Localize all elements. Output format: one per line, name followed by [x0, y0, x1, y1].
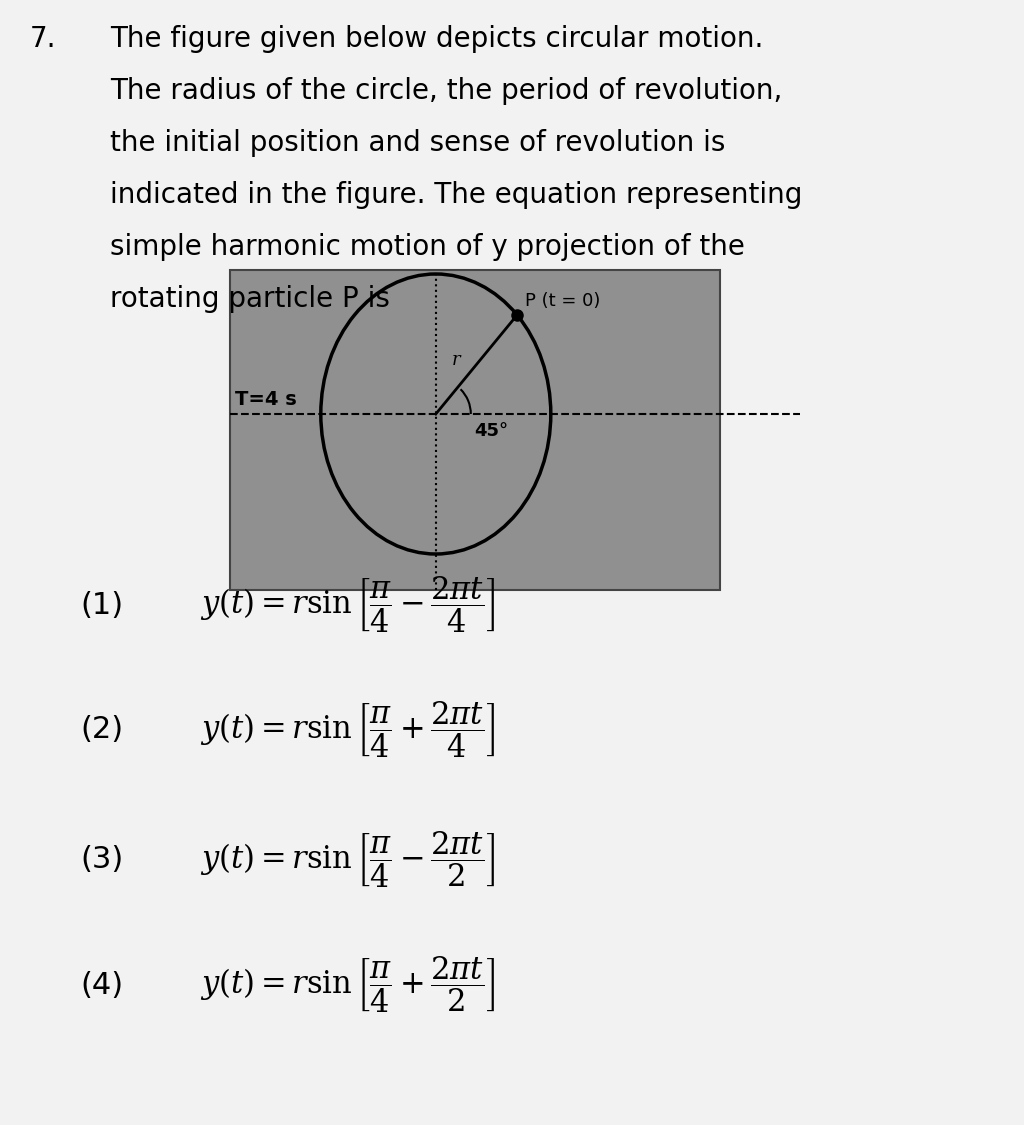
- Text: $y(t) = r\sin\left[\dfrac{\pi}{4}-\dfrac{2\pi t}{4}\right]$: $y(t) = r\sin\left[\dfrac{\pi}{4}-\dfrac…: [200, 575, 496, 636]
- Text: (2): (2): [80, 716, 123, 745]
- Text: 45°: 45°: [474, 422, 508, 440]
- Text: $y(t) = r\sin\left[\dfrac{\pi}{4}-\dfrac{2\pi t}{2}\right]$: $y(t) = r\sin\left[\dfrac{\pi}{4}-\dfrac…: [200, 830, 496, 890]
- Text: The radius of the circle, the period of revolution,: The radius of the circle, the period of …: [110, 76, 782, 105]
- Text: (4): (4): [80, 971, 123, 999]
- Bar: [230, 270, 720, 590]
- Text: 7.: 7.: [30, 25, 56, 53]
- Text: $y(t) = r\sin\left[\dfrac{\pi}{4}+\dfrac{2\pi t}{2}\right]$: $y(t) = r\sin\left[\dfrac{\pi}{4}+\dfrac…: [200, 955, 496, 1015]
- Text: (1): (1): [80, 591, 123, 620]
- Text: T=4 s: T=4 s: [234, 390, 297, 410]
- Text: The figure given below depicts circular motion.: The figure given below depicts circular …: [110, 25, 763, 53]
- Text: $y(t) = r\sin\left[\dfrac{\pi}{4}+\dfrac{2\pi t}{4}\right]$: $y(t) = r\sin\left[\dfrac{\pi}{4}+\dfrac…: [200, 700, 496, 760]
- Text: rotating particle P is: rotating particle P is: [110, 285, 390, 313]
- Text: the initial position and sense of revolution is: the initial position and sense of revolu…: [110, 129, 725, 158]
- Text: P (t = 0): P (t = 0): [525, 292, 600, 310]
- Text: indicated in the figure. The equation representing: indicated in the figure. The equation re…: [110, 181, 803, 209]
- Text: (3): (3): [80, 846, 123, 874]
- Text: simple harmonic motion of y projection of the: simple harmonic motion of y projection o…: [110, 233, 744, 261]
- Text: r: r: [453, 351, 461, 369]
